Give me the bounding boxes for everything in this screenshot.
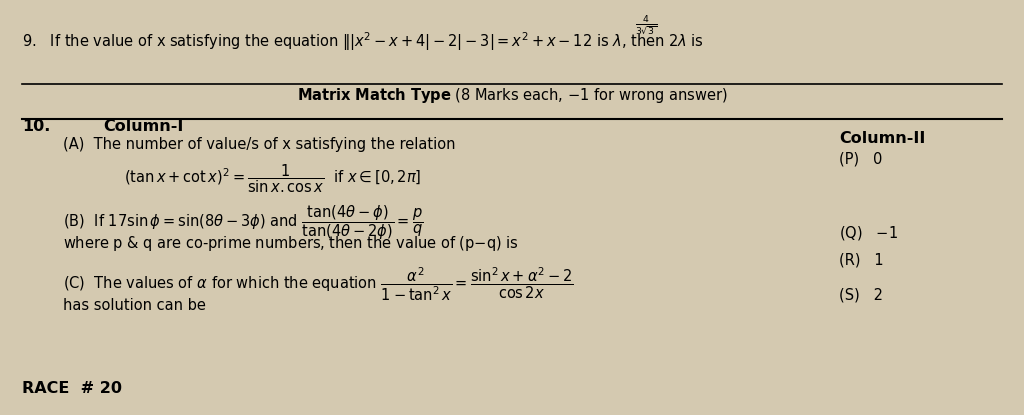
Text: Column-I: Column-I <box>103 119 184 134</box>
Text: Column-II: Column-II <box>839 131 925 146</box>
Text: 10.: 10. <box>22 119 50 134</box>
Text: (S)   2: (S) 2 <box>839 288 883 303</box>
Text: (Q)   $-1$: (Q) $-1$ <box>839 224 898 242</box>
Text: (R)   1: (R) 1 <box>839 253 884 268</box>
Text: $(\tan x + \cot x)^2 = \dfrac{1}{\sin x.\cos x}$  if $x \in [0, 2\pi]$: $(\tan x + \cot x)^2 = \dfrac{1}{\sin x.… <box>124 162 422 195</box>
Text: RACE  # 20: RACE # 20 <box>22 381 122 395</box>
Text: (B)  If $17\sin\phi = \sin(8\theta - 3\phi)$ and $\dfrac{\tan(4\theta-\phi)}{\ta: (B) If $17\sin\phi = \sin(8\theta - 3\ph… <box>62 203 423 242</box>
Text: (C)  The values of $\alpha$ for which the equation $\dfrac{\alpha^2}{1-\tan^2 x}: (C) The values of $\alpha$ for which the… <box>62 265 573 303</box>
Text: $\frac{4}{3\sqrt{3}}$: $\frac{4}{3\sqrt{3}}$ <box>635 14 656 37</box>
Text: 9.   If the value of x satisfying the equation $\||x^2-x+4|-2|-3|=x^2+x-12$ is $: 9. If the value of x satisfying the equa… <box>22 30 703 53</box>
Text: has solution can be: has solution can be <box>62 298 206 313</box>
Text: (P)   0: (P) 0 <box>839 152 882 167</box>
Text: where p & q are co-prime numbers, then the value of (p$-$q) is: where p & q are co-prime numbers, then t… <box>62 234 518 253</box>
Text: $\mathbf{Matrix\ Match\ Type}$ (8 Marks each, $-1$ for wrong answer): $\mathbf{Matrix\ Match\ Type}$ (8 Marks … <box>297 86 727 105</box>
Text: (A)  The number of value/s of x satisfying the relation: (A) The number of value/s of x satisfyin… <box>62 137 455 152</box>
